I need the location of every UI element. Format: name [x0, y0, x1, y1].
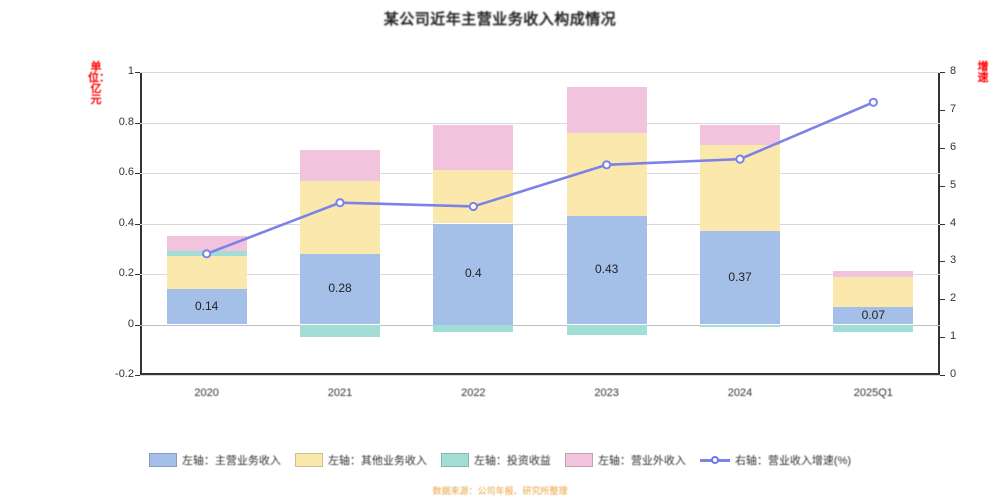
y-left-tick-mark — [135, 173, 140, 174]
left-axis-title: 单位：亿元 — [88, 61, 110, 106]
line-marker — [335, 198, 345, 208]
gridline — [140, 324, 940, 326]
bar-segment — [300, 253, 380, 325]
bar-segment — [166, 256, 247, 290]
bar-segment — [300, 324, 380, 338]
y-left-tick-mark — [135, 375, 140, 376]
legend-label: 左轴：主营业务收入 — [181, 455, 281, 467]
y-right-tick-label: 1 — [950, 330, 957, 343]
y-right-tick-mark — [940, 261, 945, 263]
chart-title: 某公司近年主营业务收入构成情况 — [383, 11, 617, 28]
legend-swatch — [564, 453, 593, 467]
y-right-tick-mark — [940, 109, 945, 111]
x-axis-tick-label: 2025Q1 — [853, 387, 893, 399]
y-right-tick-label: 6 — [950, 140, 957, 153]
bar-segment — [833, 271, 914, 277]
legend-label: 左轴：投资收益 — [473, 455, 551, 467]
legend-swatch — [148, 453, 177, 467]
y-right-tick-mark — [940, 72, 945, 73]
y-left-tick-mark — [135, 72, 140, 73]
x-axis-tick-label: 2020 — [194, 387, 219, 399]
x-axis-tick-label: 2023 — [594, 387, 619, 399]
x-axis-tick-label: 2021 — [327, 387, 353, 399]
legend-pink[interactable]: 左轴：营业外收入 — [564, 452, 686, 468]
y-left-tick-mark — [135, 274, 140, 275]
y-left-tick-label: 0.6 — [118, 166, 134, 178]
y-left-tick-label: 0.4 — [118, 216, 134, 229]
bar-value-label: 0.4 — [464, 266, 482, 280]
bar-segment — [433, 324, 514, 333]
bar-segment — [700, 231, 780, 325]
footer-note: 数据来源：公司年报、研究所整理 — [432, 486, 568, 496]
bar-segment — [833, 324, 914, 333]
y-right-tick-mark — [940, 375, 945, 376]
y-right-tick-mark — [940, 223, 945, 225]
bar-segment — [566, 87, 647, 133]
gridline — [140, 223, 940, 225]
line-marker — [735, 154, 745, 164]
legend-swatch — [440, 453, 469, 467]
y-left-tick-label: 1 — [127, 65, 134, 77]
legend-label: 左轴：营业外收入 — [597, 455, 686, 467]
y-right-tick-label: 7 — [950, 102, 957, 115]
line-marker — [868, 97, 878, 107]
bar-segment — [433, 223, 514, 325]
line-marker — [468, 201, 478, 212]
y-right-tick-label: 4 — [950, 216, 957, 229]
legend-label: 右轴：营业收入增速(%) — [734, 455, 852, 467]
bar-segment — [300, 150, 380, 181]
chart-legend: 左轴：主营业务收入 左轴：其他业务收入 左轴：投资收益 左轴：营业外收入 右轴：营业收入… — [0, 452, 1000, 468]
legend-swatch — [294, 453, 323, 467]
y-right-tick-mark — [940, 185, 945, 187]
legend-teal[interactable]: 左轴：投资收益 — [440, 452, 551, 468]
y-left-tick-mark — [135, 122, 140, 124]
y-left-tick-mark — [135, 324, 140, 326]
y-right-tick-label: 0 — [950, 368, 957, 380]
y-left-tick-label: 0 — [127, 317, 134, 330]
bar-segment — [566, 215, 647, 325]
bar-segment — [566, 324, 647, 335]
plot-area: 0.14 0.28 0.4 0.43 0.37 0.07 — [140, 72, 940, 376]
y-right-tick-label: 5 — [950, 178, 957, 191]
y-left-tick-label: -0.2 — [115, 368, 134, 380]
y-right-tick-mark — [940, 337, 945, 339]
line-marker — [202, 249, 212, 259]
legend-line-marker-icon — [699, 453, 730, 467]
gridline — [140, 375, 940, 376]
y-right-tick-mark — [940, 299, 945, 301]
line-series — [202, 97, 878, 259]
legend-yellow[interactable]: 左轴：其他业务收入 — [294, 452, 427, 468]
gridline — [140, 122, 940, 124]
legend-label: 左轴：其他业务收入 — [327, 455, 427, 467]
gridline — [140, 274, 940, 275]
y-right-tick-mark — [940, 147, 945, 149]
bar-segment — [700, 324, 780, 328]
y-right-tick-label: 2 — [950, 292, 957, 305]
gridline — [140, 72, 940, 73]
bar-value-label: 0.43 — [594, 262, 619, 277]
y-right-tick-label: 3 — [950, 254, 957, 267]
bar-segment — [833, 306, 914, 325]
bar-value-label: 0.14 — [194, 298, 219, 313]
legend-line[interactable]: 右轴：营业收入增速(%) — [699, 452, 852, 468]
bar-value-label: 0.07 — [861, 307, 885, 322]
line-marker — [602, 160, 612, 170]
bar-value-label: 0.37 — [728, 269, 752, 284]
gridline — [140, 173, 940, 174]
bar-segment — [833, 276, 914, 307]
bar-segment — [700, 125, 780, 146]
y-left-tick-label: 0.2 — [118, 267, 134, 279]
bar-segment — [300, 180, 380, 254]
y-left-tick-mark — [135, 223, 140, 225]
right-axis-title: 增速 — [977, 61, 989, 84]
x-axis-tick-label: 2024 — [727, 387, 753, 399]
legend-blue[interactable]: 左轴：主营业务收入 — [148, 452, 281, 468]
bar-segment — [166, 289, 247, 325]
bar-segment — [433, 125, 514, 171]
y-left-tick-label: 0.8 — [118, 115, 134, 128]
y-right-tick-label: 8 — [950, 65, 957, 77]
x-axis-tick-label: 2022 — [461, 387, 486, 399]
bar-value-label: 0.28 — [328, 281, 352, 296]
